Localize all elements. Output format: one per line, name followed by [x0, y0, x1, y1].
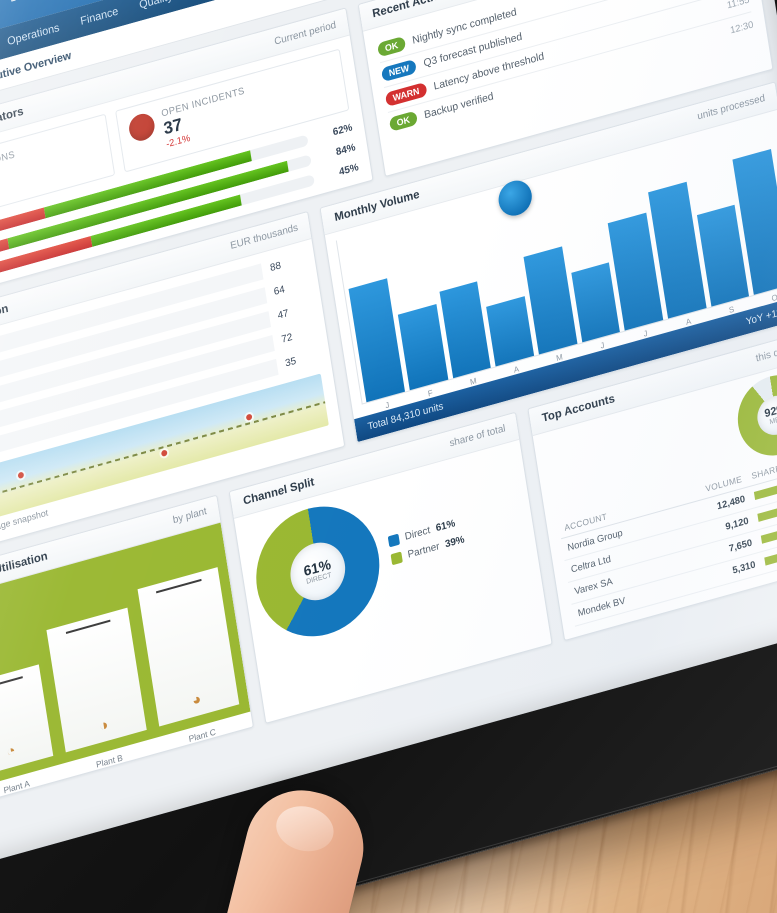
progress-value: 84%: [335, 141, 357, 158]
vbar: [523, 246, 578, 354]
legend-swatch-icon: [390, 551, 403, 566]
capacity-card-subtitle: by plant: [172, 506, 208, 527]
activity-time: 12:30: [729, 18, 755, 36]
legend-swatch-icon: [387, 533, 401, 548]
legend-label: Direct: [404, 525, 432, 543]
tab-finance[interactable]: Finance: [79, 5, 120, 28]
donut-legend: Direct 61% Partner 39%: [387, 516, 466, 566]
vbar: [486, 295, 535, 366]
nav-item-dashboard[interactable]: Dashboard: [9, 0, 70, 5]
gauge-icon: ◔: [5, 741, 17, 761]
column-cap-icon: [156, 578, 202, 594]
hbar-value: 88: [269, 260, 282, 275]
circle-status-icon: [126, 111, 156, 144]
legend-value: 61%: [435, 518, 457, 535]
hbar-value: 64: [273, 284, 286, 299]
vbar: [570, 262, 621, 343]
hbar-value: 72: [280, 331, 294, 346]
gauge-icon: ◑: [98, 715, 110, 735]
share-minibar: [764, 553, 777, 566]
share-minibar: [757, 506, 777, 522]
share-minibar: [754, 482, 777, 500]
gauge-icon: ◕: [190, 689, 203, 710]
donut-chart: 61% Direct: [247, 491, 389, 651]
progress-value: 45%: [338, 161, 360, 178]
legend-label: Partner: [406, 541, 441, 561]
share-minibar: [760, 529, 777, 544]
vbar: [397, 303, 449, 390]
activity-time: 11:55: [726, 0, 751, 11]
capacity-column: ◔: [0, 664, 54, 778]
status-badge: OK: [388, 110, 418, 132]
column-cap-icon: [0, 675, 23, 691]
map-pin-icon[interactable]: [161, 449, 168, 457]
capacity-card: Capacity Utilisation by plant ◔: [0, 494, 254, 807]
capacity-column: ◕: [137, 566, 240, 727]
legend-value: 39%: [444, 534, 466, 551]
donut-center: 61% Direct: [286, 535, 350, 607]
vbar: [439, 280, 492, 378]
column-cap-icon: [65, 619, 111, 635]
capacity-column: ◑: [46, 607, 147, 752]
vbar: [348, 278, 405, 402]
status-badge: OK: [377, 36, 406, 58]
status-badge: NEW: [381, 58, 417, 83]
sla-ring-chart: 92% met: [732, 365, 777, 465]
sla-ring-center: 92% met: [754, 390, 777, 439]
tab-quality[interactable]: Quality: [138, 0, 174, 12]
map-pin-icon[interactable]: [17, 471, 24, 480]
fingernail: [271, 800, 339, 858]
accounts-card-subtitle: this quarter: [755, 340, 777, 365]
hbar-value: 47: [276, 307, 290, 322]
